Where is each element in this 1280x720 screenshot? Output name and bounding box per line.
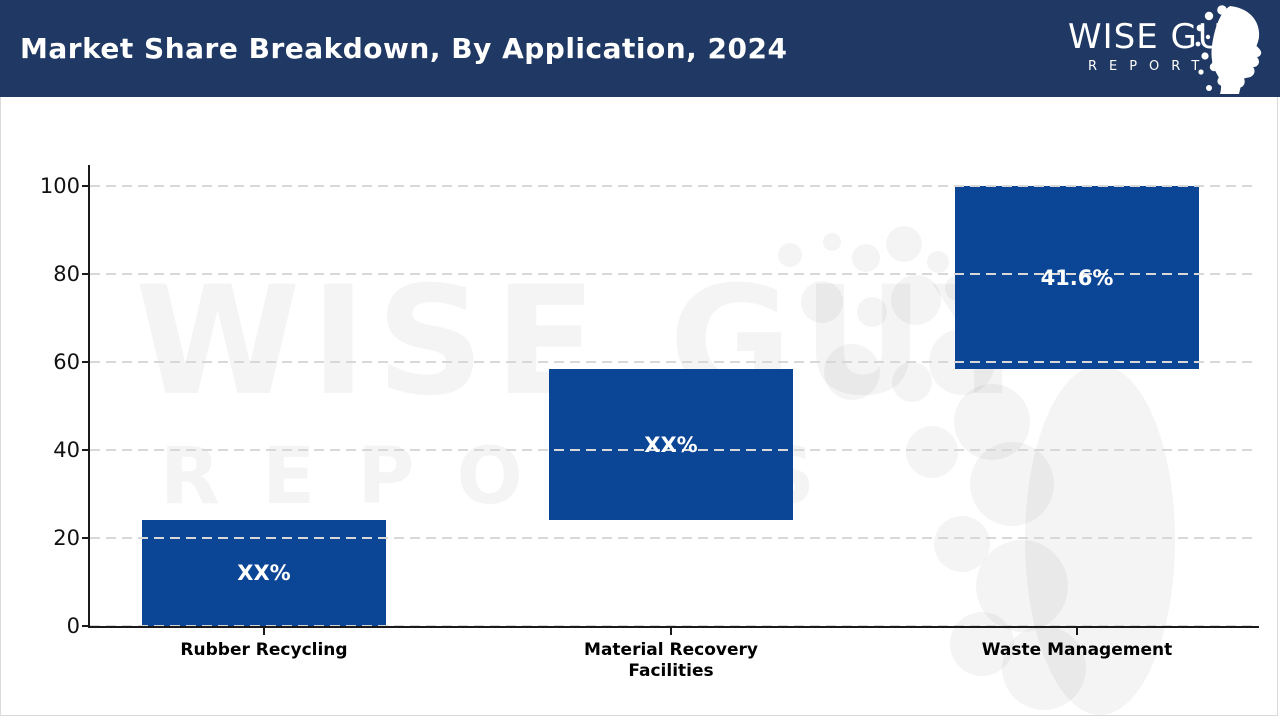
y-tick-40 xyxy=(82,449,90,451)
logo-face-icon xyxy=(1195,5,1262,94)
x-tick-rubber-recycling xyxy=(263,628,265,635)
gridline-100 xyxy=(90,185,1258,187)
bar-value-label-material-recovery-facilities: XX% xyxy=(644,432,698,457)
gridline-20 xyxy=(90,537,1258,539)
y-tick-100 xyxy=(82,185,90,187)
gridline-40 xyxy=(90,449,1258,451)
x-axis-line xyxy=(88,626,1259,628)
y-tick-20 xyxy=(82,537,90,539)
y-tick-80 xyxy=(82,273,90,275)
bar-value-label-rubber-recycling: XX% xyxy=(237,561,291,586)
x-category-label-rubber-recycling: Rubber Recycling xyxy=(180,640,348,660)
gridline-60 xyxy=(90,361,1258,363)
y-tick-label-40: 40 xyxy=(53,438,80,462)
gridline-80 xyxy=(90,273,1258,275)
y-tick-label-60: 60 xyxy=(53,350,80,374)
x-category-label-waste-management: Waste Management xyxy=(981,640,1173,660)
x-category-label-material-recovery-facilities: Material Recovery Facilities xyxy=(584,640,758,681)
y-tick-label-20: 20 xyxy=(53,526,80,550)
x-tick-waste-management xyxy=(1076,628,1078,635)
header-bar: Market Share Breakdown, By Application, … xyxy=(0,0,1280,97)
bar-material-recovery-facilities xyxy=(549,369,793,521)
y-tick-label-100: 100 xyxy=(39,174,80,198)
wise-guy-reports-logo: WISE GUY REPORTS xyxy=(1030,4,1270,94)
bar-value-label-waste-management: 41.6% xyxy=(1040,265,1114,290)
y-tick-60 xyxy=(82,361,90,363)
page-title: Market Share Breakdown, By Application, … xyxy=(20,32,788,65)
y-tick-label-80: 80 xyxy=(53,262,80,286)
logo-reports-text: REPORTS xyxy=(1087,59,1232,74)
bar-waste-management xyxy=(955,186,1199,370)
y-tick-label-0: 0 xyxy=(66,614,80,638)
x-tick-material-recovery-facilities xyxy=(670,628,672,635)
y-axis-line xyxy=(88,165,90,628)
y-tick-0 xyxy=(82,625,90,627)
